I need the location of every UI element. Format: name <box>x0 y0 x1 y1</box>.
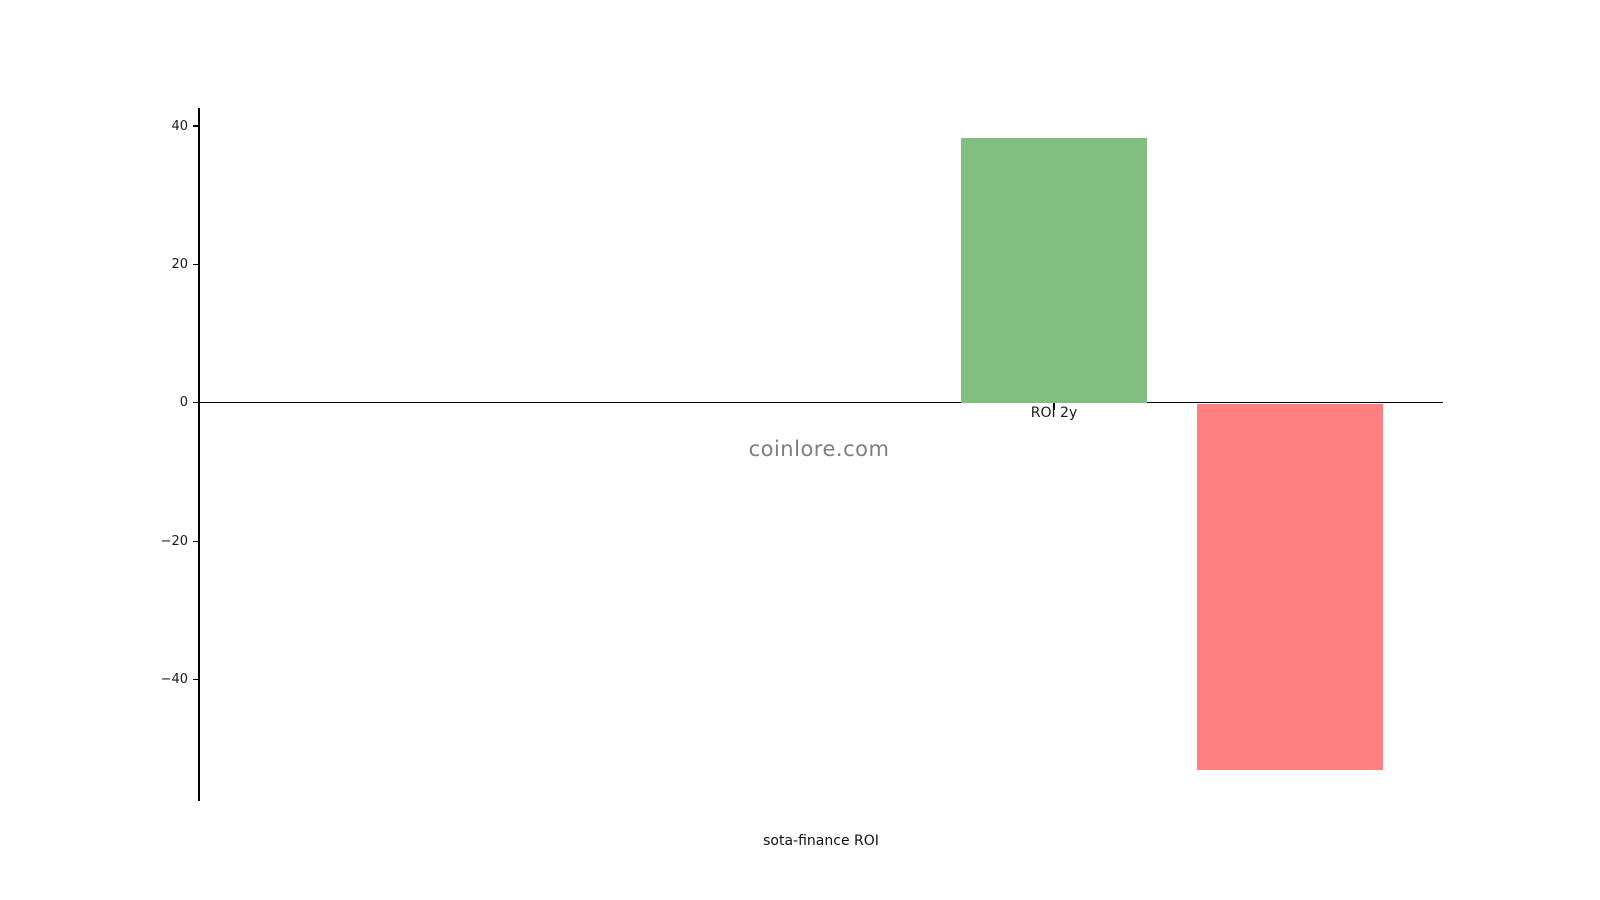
y-tick-mark <box>193 402 199 404</box>
bar-series-1 <box>1196 404 1384 771</box>
y-tick-mark <box>193 125 199 127</box>
bar-roi-2y <box>960 138 1148 403</box>
y-tick-mark <box>193 678 199 681</box>
y-tick-label: 40 <box>171 118 188 134</box>
y-tick-label: 20 <box>171 256 188 272</box>
y-tick-label: −40 <box>160 672 188 688</box>
watermark-text: coinlore.com <box>748 437 890 461</box>
x-tick-mark <box>1053 403 1055 410</box>
y-axis-line <box>198 108 200 801</box>
y-tick-label: −20 <box>160 533 188 549</box>
x-tick-label: ROI 2y <box>1030 405 1078 421</box>
x-axis-title: sota-finance ROI <box>763 833 879 849</box>
y-tick-label: 0 <box>179 395 188 411</box>
y-tick-mark <box>193 263 199 266</box>
y-tick-mark <box>193 540 199 542</box>
x-axis-zero-line <box>198 402 1443 404</box>
